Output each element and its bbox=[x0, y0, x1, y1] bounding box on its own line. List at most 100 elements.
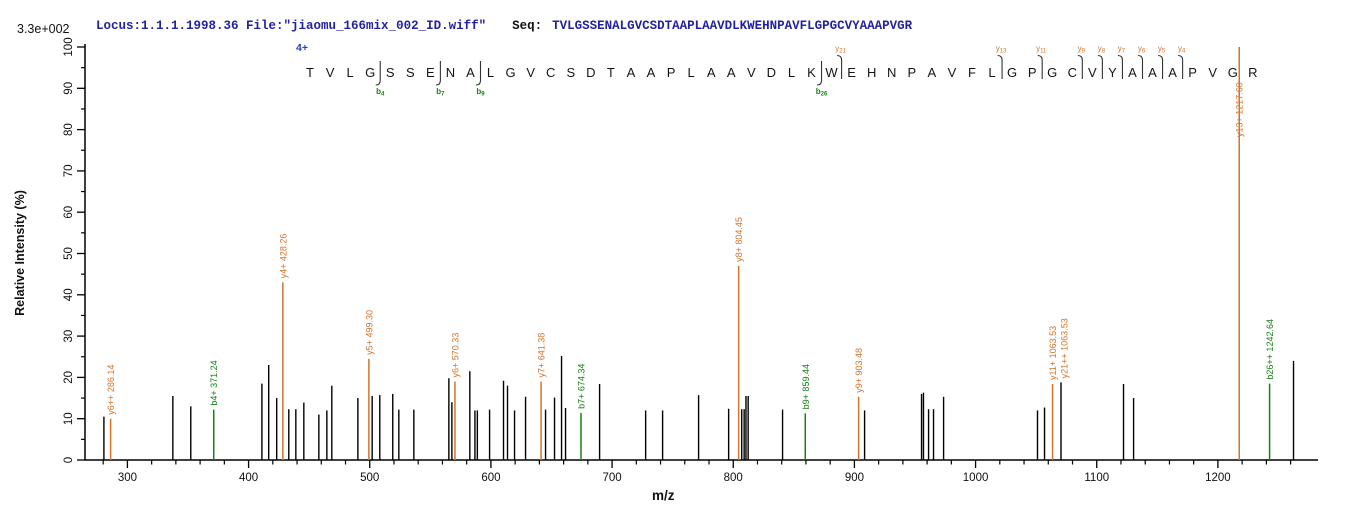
residue-letter: A bbox=[1128, 65, 1137, 80]
residue-letter: G bbox=[1007, 65, 1017, 80]
y-tick-label: 80 bbox=[63, 123, 75, 136]
peak-label: y4+ 428.26 bbox=[278, 234, 288, 279]
y-tick-label: 70 bbox=[63, 165, 75, 178]
residue-letter: A bbox=[1148, 65, 1157, 80]
y-fragment-label: y9 bbox=[1078, 44, 1086, 55]
residue-letter: L bbox=[988, 65, 995, 80]
y-fragment-label: y11 bbox=[1036, 44, 1047, 55]
residue-letter: L bbox=[487, 65, 494, 80]
residue-letter: D bbox=[767, 65, 776, 80]
seq-label: Seq: bbox=[512, 19, 543, 33]
residue-letter: C bbox=[1068, 65, 1077, 80]
x-tick-label: 600 bbox=[481, 472, 500, 484]
y-fragment-marker bbox=[997, 54, 1003, 79]
y-tick-label: 40 bbox=[63, 288, 75, 301]
residue-letter: R bbox=[1248, 65, 1257, 80]
residue-letter: V bbox=[948, 65, 957, 80]
x-tick-label: 800 bbox=[724, 472, 743, 484]
y-fragment-label: y5 bbox=[1158, 44, 1166, 55]
residue-letter: P bbox=[1188, 65, 1197, 80]
residue-letter: A bbox=[466, 65, 475, 80]
residue-letter: A bbox=[727, 65, 736, 80]
b-fragment-marker bbox=[475, 61, 482, 86]
b-fragment-label: b7 bbox=[436, 87, 445, 98]
residue-letter: E bbox=[847, 65, 856, 80]
y-fragment-label: y21 bbox=[835, 44, 846, 55]
y-fragment-label: y4 bbox=[1178, 44, 1186, 55]
residue-letter: A bbox=[647, 65, 656, 80]
residue-letter: E bbox=[426, 65, 435, 80]
peak-label: b9+ 859.44 bbox=[801, 364, 811, 409]
residue-letter: S bbox=[566, 65, 575, 80]
residue-letter: D bbox=[586, 65, 595, 80]
y-fragment-label: y8 bbox=[1098, 44, 1106, 55]
residue-letter: A bbox=[928, 65, 937, 80]
x-tick-label: 700 bbox=[602, 472, 621, 484]
peak-label: y9+ 903.48 bbox=[854, 348, 864, 393]
peak-label: y6++ 286.14 bbox=[106, 365, 116, 415]
base-peak-intensity: 3.3e+002 bbox=[17, 22, 70, 36]
x-tick-label: 1200 bbox=[1205, 472, 1231, 484]
y-fragment-marker bbox=[1137, 54, 1144, 79]
residue-letter: A bbox=[1168, 65, 1177, 80]
residue-letter: L bbox=[688, 65, 695, 80]
residue-letter: G bbox=[1047, 65, 1057, 80]
peak-label: y6+ 570.33 bbox=[450, 333, 460, 378]
x-tick-label: 1100 bbox=[1084, 472, 1109, 484]
y-fragment-marker bbox=[1158, 54, 1164, 79]
x-tick-label: 900 bbox=[845, 472, 864, 484]
y-fragment-label: y6 bbox=[1138, 44, 1146, 55]
b-fragment-marker bbox=[817, 61, 823, 86]
residue-letter: S bbox=[406, 65, 415, 80]
residue-letter: P bbox=[1028, 65, 1037, 80]
residue-letter: Y bbox=[1108, 65, 1117, 80]
y-fragment-label: y13 bbox=[996, 44, 1007, 55]
y-tick-label: 60 bbox=[63, 206, 75, 219]
peak-label: y7+ 641.38 bbox=[537, 333, 547, 378]
residue-letter: K bbox=[807, 65, 816, 80]
y-tick-label: 10 bbox=[63, 412, 75, 425]
y-tick-label: 50 bbox=[63, 247, 75, 260]
y-tick-label: 20 bbox=[63, 371, 75, 384]
residue-letter: H bbox=[867, 65, 876, 80]
precursor-charge-label: 4+ bbox=[296, 42, 308, 54]
residue-letter: G bbox=[365, 65, 375, 80]
peak-label: y11+ 1063.53 bbox=[1048, 326, 1058, 380]
x-axis-title: m/z bbox=[652, 488, 675, 503]
residue-letter: N bbox=[887, 65, 896, 80]
residue-letter: W bbox=[825, 65, 838, 80]
residue-letter: T bbox=[306, 65, 314, 80]
residue-letter: V bbox=[326, 65, 335, 80]
peak-label: y8+ 804.45 bbox=[734, 217, 744, 262]
y-fragment-marker bbox=[1097, 54, 1103, 79]
peak-label: b26++ 1242.64 bbox=[1265, 319, 1275, 380]
residue-letter: P bbox=[907, 65, 916, 80]
y-tick-label: 0 bbox=[63, 457, 75, 463]
y-tick-label: 30 bbox=[63, 330, 75, 343]
peak-label: y21++ 1063.53 bbox=[1060, 318, 1070, 378]
header: Locus:1.1.1.1998.36 File:"jiaomu_166mix_… bbox=[66, 5, 912, 47]
peak-label: y13+ 1217.60 bbox=[1235, 82, 1245, 137]
residue-letter: L bbox=[347, 65, 354, 80]
residue-letter: S bbox=[386, 65, 395, 80]
residue-letter: G bbox=[1228, 65, 1238, 80]
seq-value: TVLGSSENALGVCSDTAAPLAAVDLKWEHNPAVFLGPGCV… bbox=[552, 19, 913, 33]
y-axis-title: Relative Intensity (%) bbox=[13, 190, 27, 316]
y-fragment-marker bbox=[1037, 54, 1043, 79]
b-fragment-label: b26 bbox=[816, 87, 828, 98]
x-tick-label: 500 bbox=[360, 472, 379, 484]
y-tick-label: 90 bbox=[63, 82, 75, 95]
residue-letter: C bbox=[546, 65, 555, 80]
residue-letter: L bbox=[788, 65, 795, 80]
residue-letter: F bbox=[968, 65, 976, 80]
y-tick-label: 100 bbox=[63, 37, 75, 56]
peak-label: b7+ 674.34 bbox=[576, 364, 586, 409]
locus-file-label: Locus:1.1.1.1998.36 File:"jiaomu_166mix_… bbox=[96, 19, 487, 33]
residue-letter: A bbox=[707, 65, 716, 80]
y-fragment-marker bbox=[1117, 54, 1123, 79]
x-tick-label: 1000 bbox=[963, 472, 989, 484]
b-fragment-label: b9 bbox=[476, 87, 485, 98]
b-fragment-marker bbox=[435, 61, 441, 86]
residue-letter: V bbox=[526, 65, 535, 80]
